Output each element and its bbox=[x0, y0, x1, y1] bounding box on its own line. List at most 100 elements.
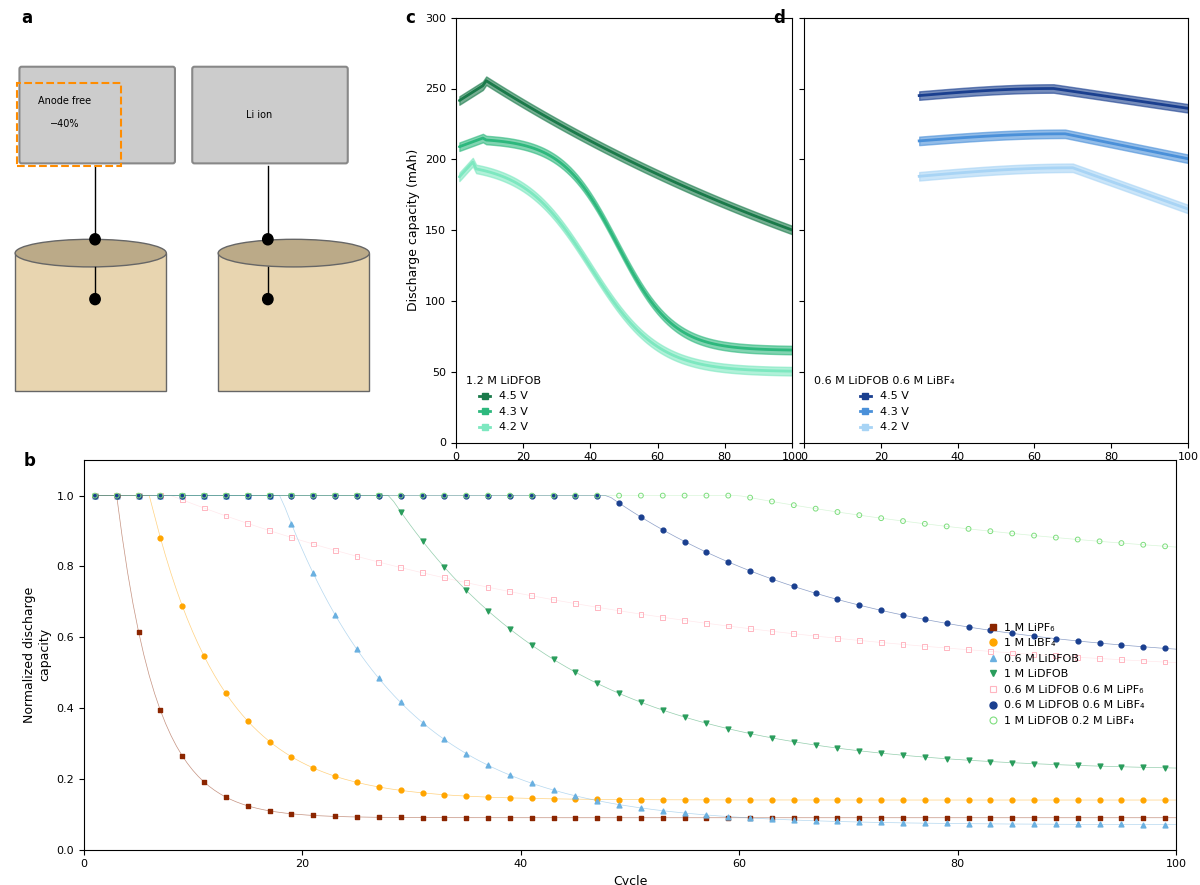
Point bbox=[456, 789, 475, 804]
Point bbox=[325, 769, 344, 783]
Point bbox=[1025, 629, 1044, 643]
Point bbox=[479, 790, 498, 804]
Point bbox=[413, 534, 432, 548]
Point bbox=[893, 514, 913, 528]
Point bbox=[391, 560, 410, 574]
Point bbox=[937, 519, 956, 534]
Point bbox=[828, 741, 847, 755]
Point bbox=[1090, 759, 1109, 773]
Point bbox=[959, 620, 978, 635]
Point bbox=[610, 489, 629, 503]
FancyBboxPatch shape bbox=[19, 66, 175, 164]
Point bbox=[238, 799, 258, 813]
Point bbox=[85, 489, 104, 503]
Point bbox=[762, 624, 781, 638]
Y-axis label: Normalized discharge
capacity: Normalized discharge capacity bbox=[23, 587, 50, 723]
Point bbox=[806, 738, 826, 752]
Point bbox=[719, 619, 738, 633]
Point bbox=[282, 489, 301, 503]
Point bbox=[806, 813, 826, 827]
Point bbox=[391, 811, 410, 825]
Point bbox=[1156, 655, 1175, 669]
Point bbox=[107, 489, 126, 503]
Point bbox=[1068, 650, 1087, 665]
Point bbox=[610, 496, 629, 510]
Point bbox=[1112, 811, 1132, 825]
Point bbox=[1134, 654, 1153, 668]
Point bbox=[500, 811, 520, 825]
Point bbox=[1068, 817, 1087, 831]
Point bbox=[719, 555, 738, 569]
Point bbox=[893, 608, 913, 622]
Point bbox=[1156, 539, 1175, 553]
Point bbox=[566, 665, 586, 679]
Point bbox=[391, 696, 410, 710]
Point bbox=[370, 489, 389, 503]
Point bbox=[151, 531, 170, 545]
Point bbox=[173, 489, 192, 503]
Point bbox=[850, 634, 869, 648]
Point bbox=[304, 761, 323, 775]
Point bbox=[1090, 811, 1109, 825]
Point bbox=[674, 793, 694, 807]
Bar bbox=[218, 253, 370, 391]
Point bbox=[130, 489, 149, 503]
Point bbox=[479, 811, 498, 825]
Point bbox=[937, 793, 956, 807]
Point bbox=[1046, 793, 1066, 807]
Point bbox=[304, 566, 323, 581]
Point bbox=[566, 811, 586, 825]
Point bbox=[850, 508, 869, 522]
Point bbox=[85, 489, 104, 503]
Point bbox=[151, 704, 170, 718]
Point bbox=[500, 791, 520, 805]
Point bbox=[674, 535, 694, 549]
Circle shape bbox=[263, 294, 274, 304]
Point bbox=[370, 555, 389, 569]
Point bbox=[522, 791, 541, 805]
Point bbox=[522, 489, 541, 503]
Point bbox=[238, 714, 258, 728]
Point bbox=[959, 793, 978, 807]
Point bbox=[1112, 793, 1132, 807]
Point bbox=[500, 768, 520, 782]
Point bbox=[544, 811, 563, 825]
Point bbox=[697, 716, 716, 730]
Text: Li ion: Li ion bbox=[246, 110, 272, 120]
Point bbox=[828, 811, 847, 825]
Point bbox=[282, 517, 301, 531]
Point bbox=[697, 811, 716, 825]
Point bbox=[719, 793, 738, 807]
Point bbox=[740, 621, 760, 635]
Point bbox=[697, 545, 716, 559]
Point bbox=[959, 817, 978, 831]
Point bbox=[1090, 818, 1109, 832]
Point bbox=[653, 611, 672, 625]
Point bbox=[1134, 760, 1153, 774]
Point bbox=[1090, 793, 1109, 807]
Point bbox=[1090, 535, 1109, 549]
Point bbox=[282, 807, 301, 821]
Point bbox=[216, 489, 235, 503]
Point bbox=[216, 790, 235, 804]
Point bbox=[1134, 538, 1153, 552]
Point bbox=[434, 489, 454, 503]
Point bbox=[85, 489, 104, 503]
Point bbox=[544, 593, 563, 607]
Point bbox=[130, 489, 149, 503]
Point bbox=[456, 489, 475, 503]
Point bbox=[740, 564, 760, 578]
Point bbox=[1003, 627, 1022, 641]
Point bbox=[1046, 758, 1066, 772]
Point bbox=[260, 489, 280, 503]
Point bbox=[1134, 640, 1153, 654]
Point bbox=[260, 489, 280, 503]
Point bbox=[107, 489, 126, 503]
Point bbox=[566, 596, 586, 611]
Point bbox=[1046, 632, 1066, 646]
Point bbox=[1025, 793, 1044, 807]
Point bbox=[631, 489, 650, 503]
Point bbox=[916, 816, 935, 830]
Point bbox=[107, 489, 126, 503]
Point bbox=[1156, 811, 1175, 825]
